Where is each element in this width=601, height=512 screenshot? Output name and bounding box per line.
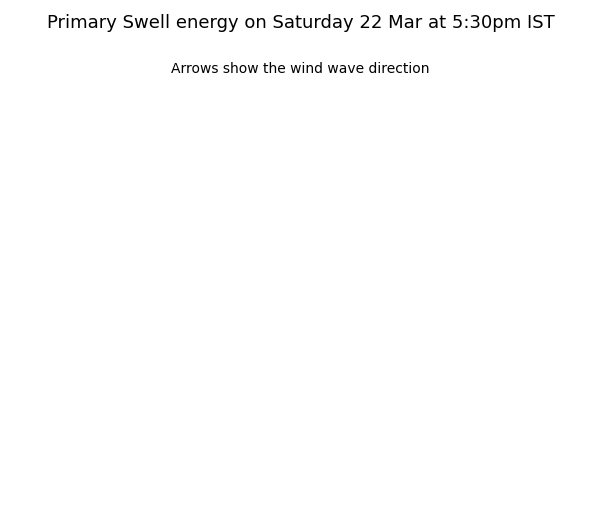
Text: Primary Swell energy on Saturday 22 Mar at 5:30pm IST: Primary Swell energy on Saturday 22 Mar … <box>47 14 554 32</box>
Text: Arrows show the wind wave direction: Arrows show the wind wave direction <box>171 62 430 76</box>
Text: Map not available
(cartopy required): Map not available (cartopy required) <box>225 283 376 322</box>
